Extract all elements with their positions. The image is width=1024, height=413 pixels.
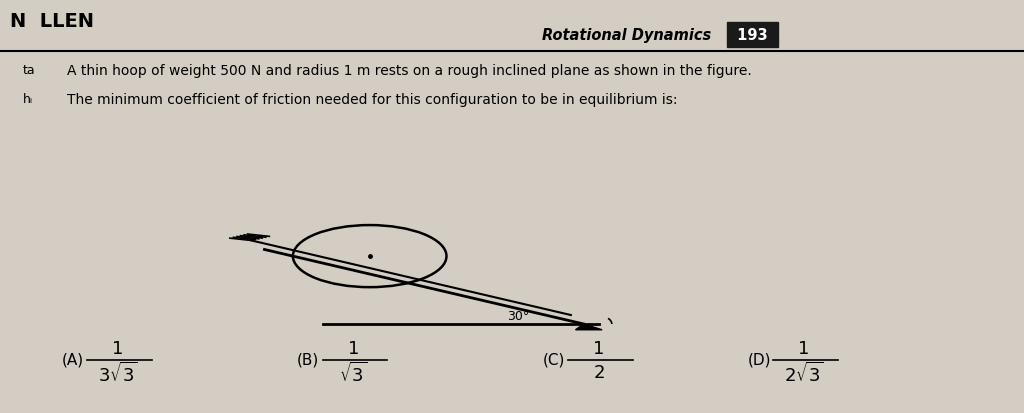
Text: (B): (B) — [297, 352, 319, 367]
Text: $3\sqrt{3}$: $3\sqrt{3}$ — [98, 361, 137, 385]
Text: Rotational Dynamics: Rotational Dynamics — [543, 28, 712, 43]
Text: $\sqrt{3}$: $\sqrt{3}$ — [339, 361, 368, 385]
Text: ta: ta — [23, 64, 35, 77]
Text: 1: 1 — [347, 339, 359, 357]
Text: (D): (D) — [748, 352, 771, 367]
Text: 2: 2 — [593, 363, 605, 382]
Text: (A): (A) — [61, 352, 84, 367]
Text: (C): (C) — [543, 352, 565, 367]
Text: The minimum coefficient of friction needed for this configuration to be in equil: The minimum coefficient of friction need… — [67, 93, 677, 107]
Polygon shape — [575, 324, 602, 330]
Text: A thin hoop of weight 500 N and radius 1 m rests on a rough inclined plane as sh: A thin hoop of weight 500 N and radius 1… — [67, 64, 752, 78]
Text: N  LLEN: N LLEN — [10, 12, 94, 31]
Text: 30°: 30° — [507, 309, 529, 322]
Text: 1: 1 — [112, 339, 124, 357]
Text: 1: 1 — [593, 339, 605, 357]
Text: 193: 193 — [732, 28, 773, 43]
Text: hᵢ: hᵢ — [23, 93, 33, 106]
Text: $2\sqrt{3}$: $2\sqrt{3}$ — [784, 361, 823, 385]
Text: 1: 1 — [798, 339, 810, 357]
